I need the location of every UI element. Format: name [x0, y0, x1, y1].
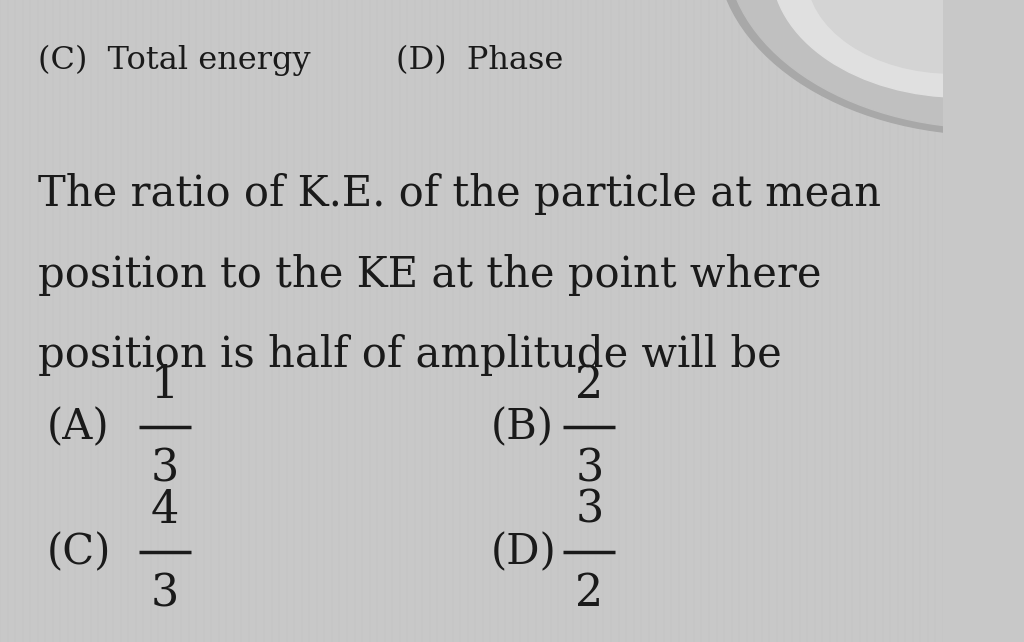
Text: 4: 4 [151, 489, 179, 532]
Text: 3: 3 [575, 447, 603, 490]
Text: 3: 3 [151, 447, 179, 490]
Circle shape [772, 0, 1024, 98]
Text: (C): (C) [47, 531, 112, 573]
Text: 2: 2 [575, 363, 603, 407]
Circle shape [807, 0, 1024, 73]
Text: (D)  Phase: (D) Phase [396, 45, 563, 76]
Text: (D): (D) [490, 531, 556, 573]
Text: The ratio of K.E. of the particle at mean: The ratio of K.E. of the particle at mea… [38, 173, 881, 215]
Circle shape [717, 0, 1024, 135]
Text: 2: 2 [575, 572, 603, 616]
Text: (A): (A) [47, 406, 110, 448]
Text: (B): (B) [490, 406, 553, 448]
Text: 3: 3 [575, 489, 603, 532]
Text: position to the KE at the point where: position to the KE at the point where [38, 254, 821, 295]
Text: 1: 1 [151, 363, 179, 407]
Text: (C)  Total energy: (C) Total energy [38, 45, 310, 76]
Text: 3: 3 [151, 572, 179, 616]
Circle shape [726, 0, 1024, 128]
Text: position is half of amplitude will be: position is half of amplitude will be [38, 334, 781, 376]
